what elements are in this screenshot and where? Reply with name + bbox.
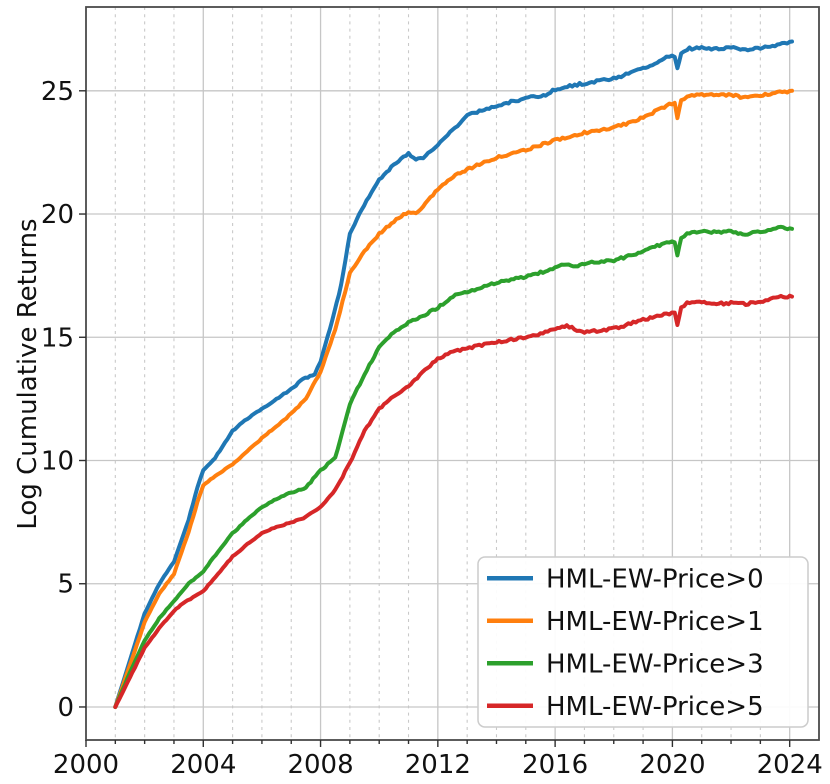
- legend-box: [477, 556, 809, 728]
- y-grid-major: [86, 90, 819, 708]
- x-tick-label: 2016: [522, 750, 588, 780]
- legend-label: HML-EW-Price>3: [546, 649, 764, 679]
- series-line-hml-ew-price-5: [113, 293, 794, 709]
- y-tick-label: 10: [41, 447, 74, 477]
- series-lines: [113, 39, 794, 709]
- x-grid-major: [202, 7, 791, 740]
- y-tick-label: 15: [41, 323, 74, 353]
- y-tick-label: 20: [41, 200, 74, 230]
- y-tick-label: 25: [41, 77, 74, 107]
- y-axis-label: Log Cumulative Returns: [13, 218, 43, 530]
- legend-item: HML-EW-Price>3: [487, 649, 764, 679]
- y-tick-label: 5: [57, 570, 74, 600]
- y-tick-labels: 0 5 10 15 20 25: [41, 77, 74, 723]
- legend-item: HML-EW-Price>5: [487, 692, 764, 722]
- legend: HML-EW-Price>0 HML-EW-Price>1 HML-EW-Price…: [477, 556, 809, 728]
- legend-label: HML-EW-Price>1: [546, 607, 764, 637]
- series-line-hml-ew-price-3: [113, 224, 794, 709]
- series-line-hml-ew-price-1: [113, 88, 794, 709]
- x-tick-labels: 2000 2004 2008 2012 2016 2020 2024: [53, 750, 823, 780]
- legend-label: HML-EW-Price>5: [546, 692, 764, 722]
- x-tick-label: 2020: [639, 750, 705, 780]
- y-tick-label: 0: [57, 693, 74, 723]
- axes-frame: [85, 6, 820, 741]
- legend-label: HML-EW-Price>0: [546, 564, 764, 594]
- x-tick-label: 2004: [170, 750, 236, 780]
- legend-item: HML-EW-Price>0: [487, 564, 764, 594]
- axis-ticks: [79, 90, 791, 747]
- legend-item: HML-EW-Price>1: [487, 607, 764, 637]
- x-tick-label: 2008: [287, 750, 353, 780]
- series-line-hml-ew-price-0: [113, 39, 794, 709]
- x-tick-label: 2024: [757, 750, 823, 780]
- x-tick-label: 2000: [53, 750, 119, 780]
- x-tick-label: 2012: [405, 750, 471, 780]
